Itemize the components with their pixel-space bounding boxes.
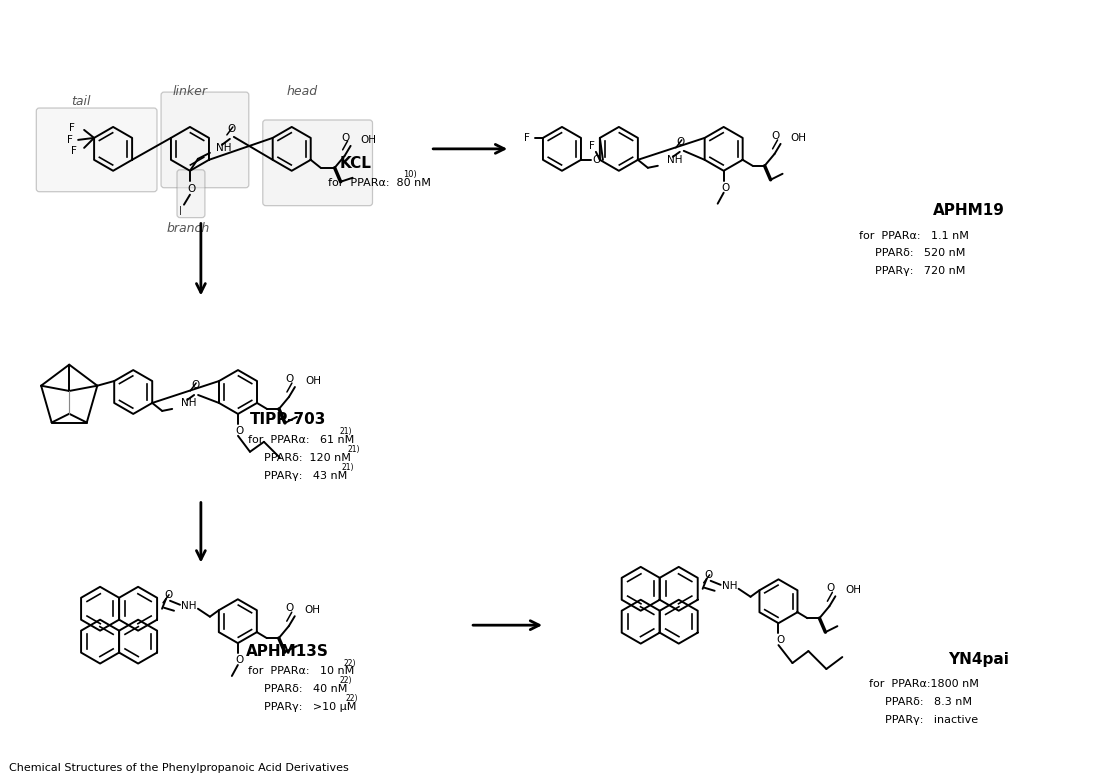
Text: F: F bbox=[71, 146, 77, 156]
Text: tail: tail bbox=[71, 95, 91, 107]
Text: O: O bbox=[285, 374, 294, 384]
Text: O: O bbox=[721, 183, 730, 193]
Text: F: F bbox=[524, 133, 530, 143]
Text: OH: OH bbox=[305, 605, 321, 615]
Text: APHM13S: APHM13S bbox=[246, 644, 329, 659]
Text: O: O bbox=[164, 590, 172, 600]
Text: YN4pai: YN4pai bbox=[949, 652, 1009, 666]
Text: O: O bbox=[341, 133, 350, 143]
Text: PPARγ:   720 nM: PPARγ: 720 nM bbox=[875, 267, 965, 277]
FancyBboxPatch shape bbox=[177, 170, 205, 218]
Text: linker: linker bbox=[172, 85, 208, 97]
Text: O: O bbox=[188, 183, 197, 194]
Text: PPARγ:   inactive: PPARγ: inactive bbox=[885, 715, 978, 725]
Text: PPARδ:   40 nM: PPARδ: 40 nM bbox=[264, 684, 347, 694]
Text: F: F bbox=[589, 141, 595, 151]
Text: F: F bbox=[67, 135, 74, 145]
Text: O: O bbox=[236, 655, 244, 665]
Text: Chemical Structures of the Phenylpropanoic Acid Derivatives: Chemical Structures of the Phenylpropano… bbox=[10, 763, 349, 773]
Text: for  PPARα:   1.1 nM: for PPARα: 1.1 nM bbox=[860, 230, 970, 241]
Text: NH: NH bbox=[721, 581, 738, 591]
Text: O: O bbox=[676, 137, 685, 147]
Text: OH: OH bbox=[360, 135, 377, 145]
Text: NH: NH bbox=[181, 398, 197, 408]
Text: NH: NH bbox=[216, 143, 232, 153]
Text: O: O bbox=[285, 603, 294, 613]
Text: O: O bbox=[593, 154, 601, 165]
Text: TIPP-703: TIPP-703 bbox=[249, 412, 326, 427]
Text: PPARδ:   8.3 nM: PPARδ: 8.3 nM bbox=[885, 697, 972, 707]
Text: |: | bbox=[179, 206, 181, 215]
Text: PPARγ:   >10 μM: PPARγ: >10 μM bbox=[264, 702, 356, 712]
Text: O: O bbox=[776, 635, 785, 645]
Text: head: head bbox=[287, 85, 317, 97]
Text: NH: NH bbox=[666, 154, 682, 165]
Text: OH: OH bbox=[791, 133, 807, 143]
Text: O: O bbox=[191, 380, 199, 390]
Text: PPARδ:  120 nM: PPARδ: 120 nM bbox=[264, 453, 350, 463]
Text: branch: branch bbox=[166, 222, 210, 235]
FancyBboxPatch shape bbox=[36, 108, 157, 192]
Text: O: O bbox=[772, 131, 780, 141]
Text: O: O bbox=[227, 124, 236, 134]
Text: OH: OH bbox=[845, 586, 861, 595]
Text: 10): 10) bbox=[403, 170, 417, 180]
Text: 22): 22) bbox=[346, 695, 358, 703]
Text: 21): 21) bbox=[348, 445, 360, 454]
Text: for  PPARα:   61 nM: for PPARα: 61 nM bbox=[248, 435, 355, 445]
Text: 21): 21) bbox=[339, 427, 352, 437]
Text: for  PPARα:1800 nM: for PPARα:1800 nM bbox=[870, 679, 979, 689]
FancyBboxPatch shape bbox=[161, 92, 249, 187]
Text: O: O bbox=[827, 583, 834, 593]
Text: PPARδ:   520 nM: PPARδ: 520 nM bbox=[875, 249, 965, 259]
Text: for  PPARα:   10 nM: for PPARα: 10 nM bbox=[248, 666, 354, 676]
Text: 22): 22) bbox=[339, 677, 352, 685]
Text: PPARγ:   43 nM: PPARγ: 43 nM bbox=[264, 470, 347, 481]
Text: F: F bbox=[69, 123, 75, 133]
Text: APHM19: APHM19 bbox=[933, 203, 1005, 218]
Text: O: O bbox=[705, 570, 713, 580]
FancyBboxPatch shape bbox=[262, 120, 372, 205]
Text: NH: NH bbox=[181, 601, 197, 611]
Text: O: O bbox=[236, 426, 244, 436]
Text: KCL: KCL bbox=[339, 156, 371, 172]
Text: OH: OH bbox=[305, 376, 321, 386]
Text: for  PPARα:  80 nM: for PPARα: 80 nM bbox=[327, 178, 430, 187]
Text: 22): 22) bbox=[344, 659, 356, 667]
Text: 21): 21) bbox=[341, 463, 355, 472]
